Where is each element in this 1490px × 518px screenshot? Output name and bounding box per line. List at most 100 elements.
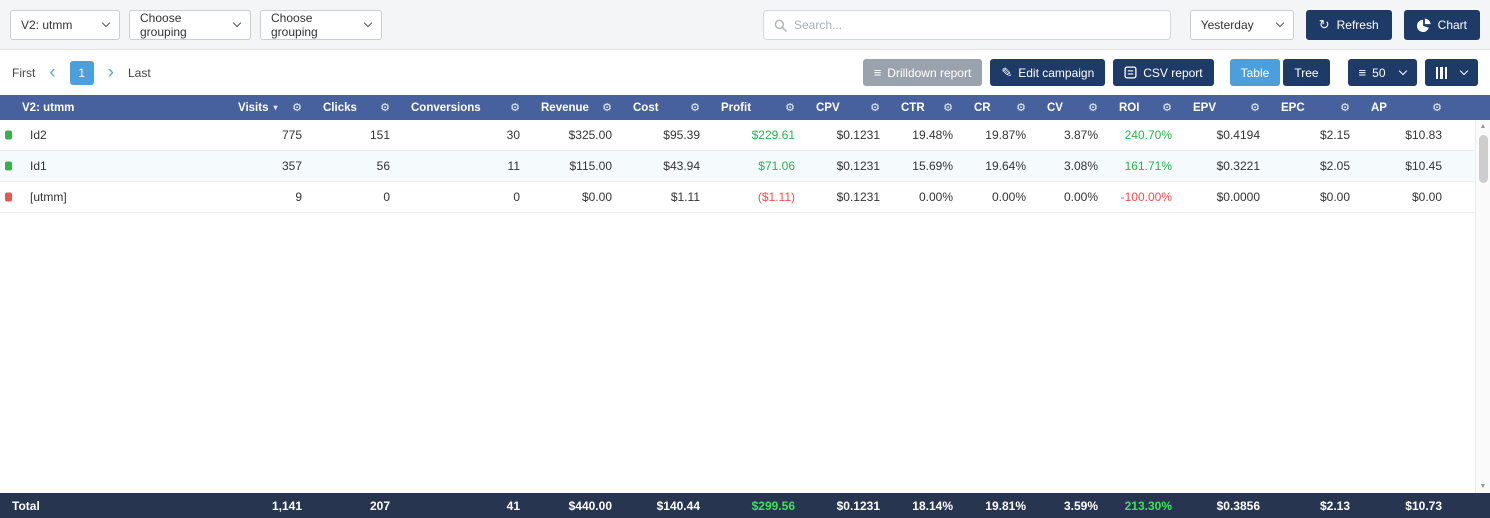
columns-dropdown[interactable] — [1424, 59, 1478, 86]
column-label: Visits — [238, 101, 269, 114]
cell-cv: 0.00% — [1063, 190, 1098, 204]
chevron-right-icon[interactable]: › — [107, 62, 114, 83]
cell-visits: 9 — [295, 190, 302, 204]
csv-report-button[interactable]: CSV report — [1113, 59, 1214, 86]
tree-view-button[interactable]: Tree — [1283, 59, 1330, 86]
table-view-button[interactable]: Table — [1229, 59, 1281, 86]
scroll-up-icon[interactable]: ▲ — [1479, 123, 1487, 130]
top-toolbar: V2: utmm Choose grouping Choose grouping… — [0, 0, 1490, 50]
toolbar-right-group: Yesterday ↻ Refresh Chart — [1189, 9, 1480, 40]
column-header-name[interactable]: V2: utmm — [0, 95, 230, 120]
refresh-button[interactable]: ↻ Refresh — [1305, 9, 1392, 40]
cell-cost: $43.94 — [663, 159, 700, 173]
gear-icon[interactable]: ⚙ — [1340, 102, 1350, 114]
date-range-select[interactable]: Yesterday — [1189, 9, 1294, 40]
gear-icon[interactable]: ⚙ — [785, 102, 795, 114]
column-header-epv[interactable]: EPV ⚙ — [1185, 95, 1273, 120]
table-row[interactable]: Id2 775 151 30 $325.00 $95.39 $229.61 $0… — [0, 120, 1490, 151]
column-header-profit[interactable]: Profit ⚙ — [713, 95, 808, 120]
gear-icon[interactable]: ⚙ — [870, 102, 880, 114]
cell-ctr: 0.00% — [918, 190, 953, 204]
cell-cpv: $0.1231 — [836, 190, 880, 204]
gear-icon[interactable]: ⚙ — [292, 102, 302, 114]
drilldown-report-button[interactable]: ≡ Drilldown report — [862, 59, 983, 86]
column-header-clicks[interactable]: Clicks ⚙ — [315, 95, 403, 120]
chevron-down-icon — [232, 18, 242, 28]
campaign-select[interactable]: V2: utmm — [10, 9, 120, 40]
chevron-down-icon — [1275, 18, 1284, 28]
grouping-select-1[interactable]: Choose grouping — [129, 9, 251, 40]
search-input[interactable] — [794, 18, 1160, 32]
cell-clicks: 151 — [369, 128, 390, 142]
column-header-ap[interactable]: AP ⚙ — [1363, 95, 1490, 120]
gear-icon[interactable]: ⚙ — [1162, 102, 1172, 114]
list-icon: ≡ — [873, 65, 882, 80]
table-row[interactable]: [utmm] 9 0 0 $0.00 $1.11 ($1.11) $0.1231… — [0, 182, 1490, 213]
chart-button[interactable]: Chart — [1403, 9, 1480, 40]
column-header-epc[interactable]: EPC ⚙ — [1273, 95, 1363, 120]
drilldown-report-label: Drilldown report — [887, 65, 972, 80]
gear-icon[interactable]: ⚙ — [690, 102, 700, 114]
edit-campaign-button[interactable]: ✎ Edit campaign — [990, 59, 1106, 86]
total-visits: 1,141 — [271, 498, 302, 513]
status-indicator-green — [5, 130, 12, 140]
gear-icon[interactable]: ⚙ — [1088, 102, 1098, 114]
chevron-left-icon[interactable]: ‹ — [49, 62, 56, 83]
column-header-ctr[interactable]: CTR ⚙ — [893, 95, 966, 120]
grouping-select-2[interactable]: Choose grouping — [260, 9, 382, 40]
cell-conversions: 0 — [513, 190, 520, 204]
column-header-conversions[interactable]: Conversions ⚙ — [403, 95, 533, 120]
gear-icon[interactable]: ⚙ — [510, 102, 520, 114]
pagination-first[interactable]: First — [12, 65, 36, 80]
cell-epc: $2.15 — [1319, 128, 1350, 142]
pagination-last[interactable]: Last — [127, 65, 151, 80]
cell-name: [utmm] — [30, 190, 67, 204]
vertical-scrollbar[interactable]: ▲ ▼ — [1475, 120, 1490, 493]
column-label: CR — [974, 101, 991, 114]
column-header-cr[interactable]: CR ⚙ — [966, 95, 1039, 120]
cell-ap: $0.00 — [1411, 190, 1442, 204]
csv-report-label: CSV report — [1143, 65, 1203, 80]
chevron-down-icon — [1398, 66, 1407, 76]
cell-clicks: 56 — [376, 159, 390, 173]
grouping-select-2-value: Choose grouping — [271, 10, 318, 39]
gear-icon[interactable]: ⚙ — [943, 102, 953, 114]
column-label: Cost — [633, 101, 659, 114]
pie-chart-icon — [1416, 17, 1431, 32]
table-view-label: Table — [1240, 65, 1270, 80]
gear-icon[interactable]: ⚙ — [1250, 102, 1260, 114]
gear-icon[interactable]: ⚙ — [380, 102, 390, 114]
cell-roi: 240.70% — [1124, 128, 1172, 142]
gear-icon[interactable]: ⚙ — [1016, 102, 1026, 114]
csv-file-icon — [1124, 66, 1137, 79]
gear-icon[interactable]: ⚙ — [1432, 102, 1442, 114]
report-actions: ≡ Drilldown report ✎ Edit campaign CSV r… — [862, 59, 1478, 86]
column-header-cpv[interactable]: CPV ⚙ — [808, 95, 893, 120]
column-header-roi[interactable]: ROI ⚙ — [1111, 95, 1185, 120]
column-header-cv[interactable]: CV ⚙ — [1039, 95, 1111, 120]
gear-icon[interactable]: ⚙ — [602, 102, 612, 114]
column-header-revenue[interactable]: Revenue ⚙ — [533, 95, 625, 120]
cell-epc: $2.05 — [1319, 159, 1350, 173]
table-row[interactable]: Id1 357 56 11 $115.00 $43.94 $71.06 $0.1… — [0, 151, 1490, 182]
cell-cv: 3.08% — [1063, 159, 1098, 173]
cell-epc: $0.00 — [1319, 190, 1350, 204]
column-header-cost[interactable]: Cost ⚙ — [625, 95, 713, 120]
campaign-select-value: V2: utmm — [21, 17, 73, 32]
cell-cpv: $0.1231 — [836, 159, 880, 173]
search-box — [763, 10, 1171, 40]
page-size-value: 50 — [1372, 65, 1386, 80]
cell-clicks: 0 — [383, 190, 390, 204]
column-header-visits[interactable]: Visits ▾ ⚙ — [230, 95, 315, 120]
column-label: Profit — [721, 101, 752, 114]
pagination-current-page[interactable]: 1 — [69, 60, 94, 85]
page-size-dropdown[interactable]: ≡ 50 — [1347, 59, 1417, 86]
column-label: Clicks — [323, 101, 357, 114]
status-indicator-green — [5, 161, 12, 171]
search-icon — [774, 19, 787, 32]
chevron-down-icon — [101, 18, 111, 28]
total-ap: $10.73 — [1405, 498, 1442, 513]
scrollbar-thumb[interactable] — [1478, 135, 1488, 183]
scroll-down-icon[interactable]: ▼ — [1479, 483, 1487, 490]
cell-visits: 775 — [281, 128, 302, 142]
